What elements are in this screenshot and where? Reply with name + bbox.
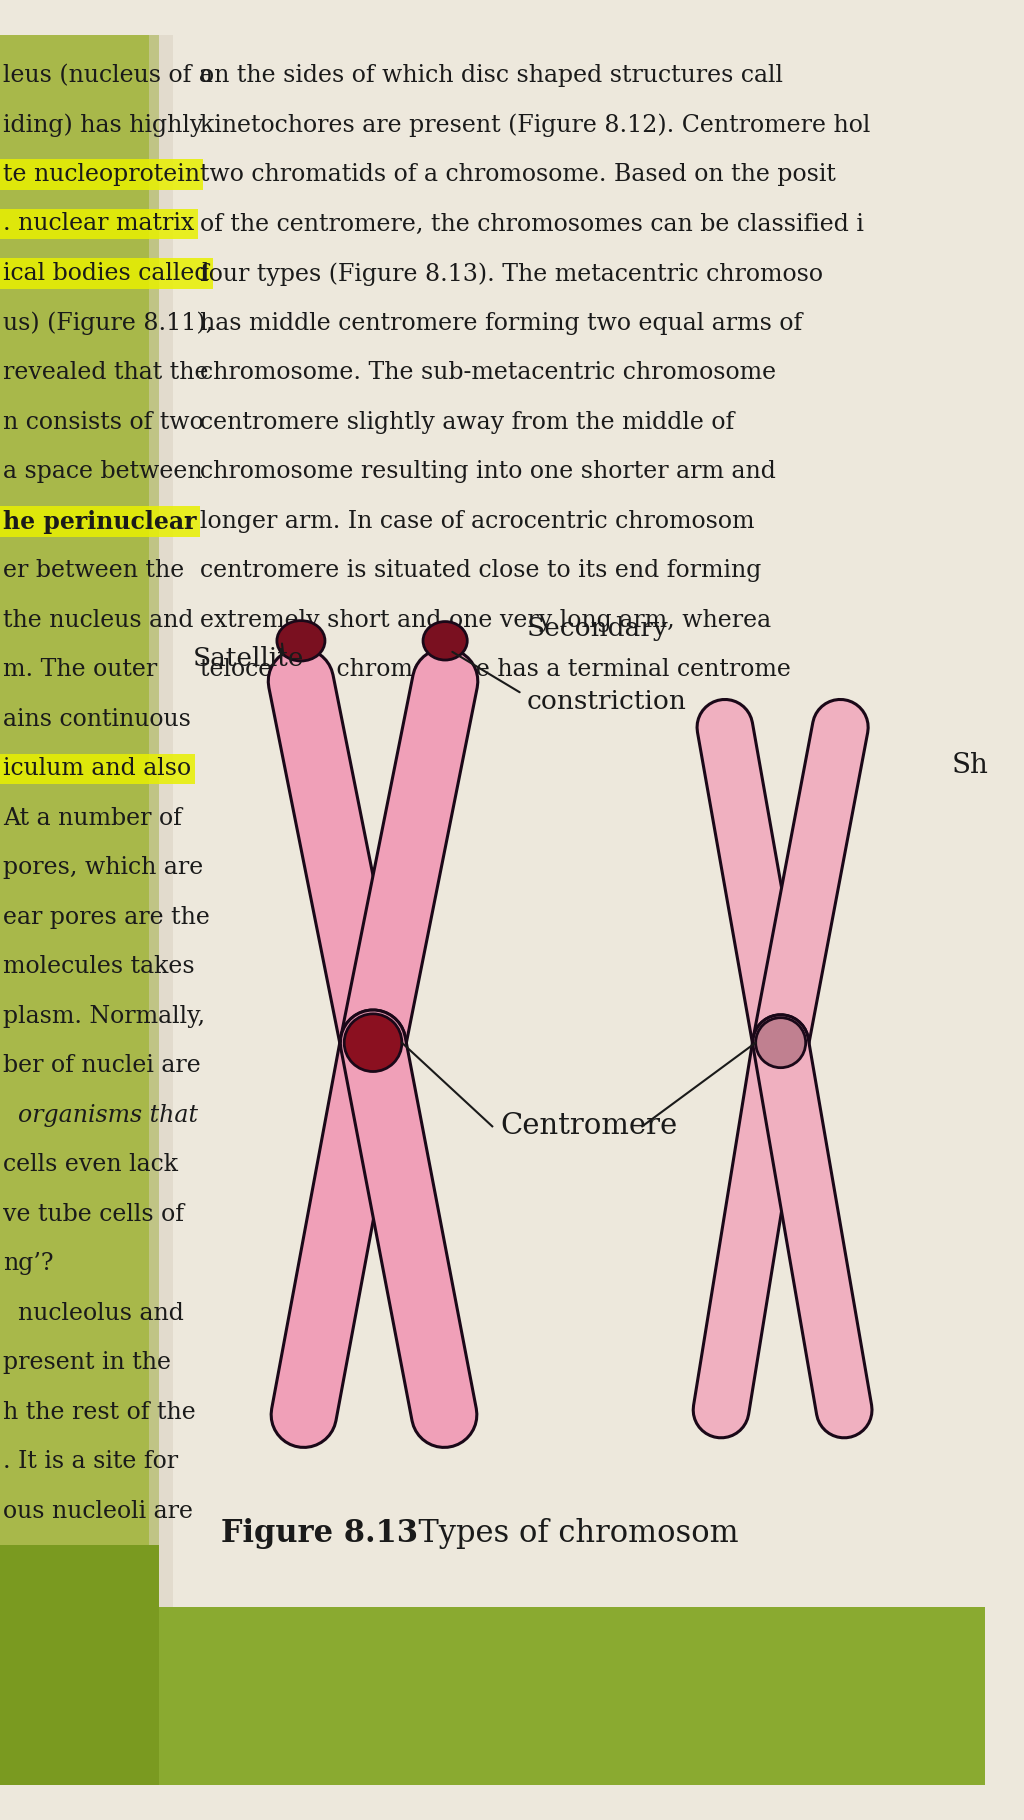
Text: the nucleus and: the nucleus and [3, 608, 194, 632]
Text: Secondary: Secondary [527, 615, 669, 641]
Text: plasm. Normally,: plasm. Normally, [3, 1005, 205, 1028]
Text: ical bodies called: ical bodies called [3, 262, 209, 286]
Text: er between the: er between the [3, 559, 184, 582]
Text: has middle centromere forming two equal arms of: has middle centromere forming two equal … [200, 311, 802, 335]
Text: Centromere: Centromere [500, 1112, 677, 1141]
Bar [0, 1545, 159, 1785]
Ellipse shape [756, 1017, 806, 1068]
Text: us) (Figure 8.11),: us) (Figure 8.11), [3, 311, 213, 335]
Text: . It is a site for: . It is a site for [3, 1451, 178, 1474]
Text: present in the: present in the [3, 1350, 171, 1374]
Text: four types (Figure 8.13). The metacentric chromoso: four types (Figure 8.13). The metacentri… [200, 262, 823, 286]
Text: two chromatids of a chromosome. Based on the posit: two chromatids of a chromosome. Based on… [200, 164, 836, 186]
Text: centromere slightly away from the middle of: centromere slightly away from the middle… [200, 411, 734, 433]
Polygon shape [340, 1010, 477, 1447]
Text: nucleolus and: nucleolus and [3, 1301, 183, 1325]
Text: a space between: a space between [3, 460, 203, 482]
Bar [0, 1607, 984, 1785]
Ellipse shape [276, 621, 325, 661]
Text: Sh: Sh [952, 752, 989, 779]
Text: At a number of: At a number of [3, 806, 181, 830]
Text: organisms that: organisms that [3, 1103, 198, 1127]
Text: centromere is situated close to its end forming: centromere is situated close to its end … [200, 559, 762, 582]
Text: iculum and also: iculum and also [3, 757, 191, 781]
Text: Satellite: Satellite [193, 646, 304, 670]
Ellipse shape [344, 1014, 401, 1072]
Text: cells even lack: cells even lack [3, 1154, 178, 1176]
Polygon shape [268, 648, 406, 1076]
Text: ear pores are the: ear pores are the [3, 906, 210, 928]
Text: m. The outer: m. The outer [3, 659, 157, 681]
Polygon shape [697, 699, 809, 1070]
Text: ous nucleoli are: ous nucleoli are [3, 1500, 193, 1523]
Text: h the rest of the: h the rest of the [3, 1401, 196, 1423]
Text: Types of chromosom: Types of chromosom [399, 1518, 738, 1549]
Text: chromosome resulting into one shorter arm and: chromosome resulting into one shorter ar… [200, 460, 776, 482]
Ellipse shape [423, 622, 467, 661]
Text: telocentric chromosome has a terminal centrome: telocentric chromosome has a terminal ce… [200, 659, 791, 681]
Text: he perinuclear: he perinuclear [3, 510, 197, 533]
Text: pores, which are: pores, which are [3, 855, 203, 879]
Polygon shape [340, 648, 478, 1076]
Polygon shape [753, 699, 868, 1070]
Polygon shape [693, 1016, 809, 1438]
Text: constriction: constriction [527, 690, 687, 713]
Text: revealed that the: revealed that the [3, 360, 209, 384]
Text: molecules takes: molecules takes [3, 956, 195, 977]
Text: extremely short and one very long arm, wherea: extremely short and one very long arm, w… [200, 608, 771, 632]
Text: kinetochores are present (Figure 8.12). Centromere hol: kinetochores are present (Figure 8.12). … [200, 113, 870, 136]
Text: longer arm. In case of acrocentric chromosom: longer arm. In case of acrocentric chrom… [200, 510, 755, 533]
Text: ve tube cells of: ve tube cells of [3, 1203, 184, 1225]
Polygon shape [271, 1010, 406, 1447]
Text: ber of nuclei are: ber of nuclei are [3, 1054, 201, 1077]
Text: on the sides of which disc shaped structures call: on the sides of which disc shaped struct… [200, 64, 783, 87]
Text: ains continuous: ains continuous [3, 708, 190, 730]
Text: chromosome. The sub-metacentric chromosome: chromosome. The sub-metacentric chromoso… [200, 360, 776, 384]
Text: n consists of two: n consists of two [3, 411, 204, 433]
Text: . nuclear matrix: . nuclear matrix [3, 213, 194, 235]
Text: iding) has highly: iding) has highly [3, 113, 203, 136]
Bar [159, 35, 984, 1785]
Text: leus (nucleus of a: leus (nucleus of a [3, 64, 213, 87]
Bar [150, 35, 173, 1785]
Text: te nucleoprotein: te nucleoprotein [3, 164, 200, 186]
Polygon shape [753, 1016, 872, 1438]
Text: ng’?: ng’? [3, 1252, 53, 1276]
Bar [0, 35, 159, 1785]
Text: Figure 8.13: Figure 8.13 [221, 1518, 418, 1549]
Text: of the centromere, the chromosomes can be classified i: of the centromere, the chromosomes can b… [200, 213, 864, 235]
